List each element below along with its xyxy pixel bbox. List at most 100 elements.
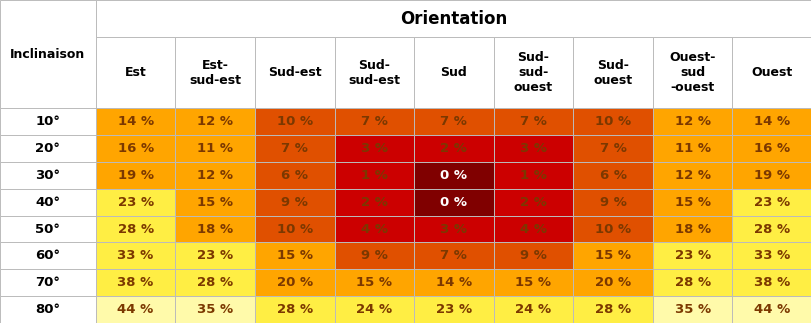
Text: 3 %: 3 % (360, 142, 388, 155)
Text: 12 %: 12 % (674, 169, 710, 182)
Bar (0, 0, 96, 108)
Bar (732, 216, 811, 243)
Bar (334, 162, 414, 189)
Bar (175, 216, 255, 243)
Text: 11 %: 11 % (197, 142, 233, 155)
Text: 15 %: 15 % (356, 276, 392, 289)
Bar (334, 269, 414, 296)
Text: 1 %: 1 % (519, 169, 547, 182)
Bar (0, 189, 96, 216)
Text: 14 %: 14 % (118, 115, 153, 128)
Bar (334, 243, 414, 269)
Text: 10°: 10° (36, 115, 60, 128)
Bar (414, 216, 493, 243)
Text: 12 %: 12 % (674, 115, 710, 128)
Text: 44 %: 44 % (118, 303, 153, 316)
Bar (652, 269, 732, 296)
Text: 38 %: 38 % (753, 276, 789, 289)
Bar (493, 108, 573, 135)
Bar (414, 162, 493, 189)
Text: Orientation: Orientation (400, 10, 507, 27)
Bar (96, 108, 175, 135)
Bar (414, 269, 493, 296)
Text: 7 %: 7 % (360, 115, 388, 128)
Text: 23 %: 23 % (674, 249, 710, 262)
Text: 10 %: 10 % (277, 115, 312, 128)
Bar (0, 162, 96, 189)
Text: 15 %: 15 % (277, 249, 312, 262)
Text: 23 %: 23 % (197, 249, 233, 262)
Text: 70°: 70° (36, 276, 60, 289)
Text: 28 %: 28 % (594, 303, 630, 316)
Bar (493, 162, 573, 189)
Bar (334, 189, 414, 216)
Text: 23 %: 23 % (753, 196, 789, 209)
Bar (175, 135, 255, 162)
Text: 19 %: 19 % (753, 169, 789, 182)
Text: Est-
sud-est: Est- sud-est (189, 59, 241, 87)
Text: 28 %: 28 % (118, 223, 153, 235)
Text: 2 %: 2 % (519, 196, 547, 209)
Text: 3 %: 3 % (440, 223, 467, 235)
Text: 7 %: 7 % (440, 249, 467, 262)
Bar (255, 243, 334, 269)
Bar (175, 37, 255, 108)
Text: 10 %: 10 % (594, 223, 630, 235)
Bar (573, 162, 652, 189)
Text: 3 %: 3 % (519, 142, 547, 155)
Bar (652, 162, 732, 189)
Bar (652, 108, 732, 135)
Bar (0, 296, 96, 323)
Bar (175, 269, 255, 296)
Bar (255, 37, 334, 108)
Text: 24 %: 24 % (356, 303, 392, 316)
Text: 14 %: 14 % (753, 115, 789, 128)
Text: 12 %: 12 % (197, 115, 233, 128)
Text: 28 %: 28 % (753, 223, 789, 235)
Bar (493, 135, 573, 162)
Text: 2 %: 2 % (360, 196, 388, 209)
Bar (0, 216, 96, 243)
Bar (334, 296, 414, 323)
Text: 9 %: 9 % (519, 249, 547, 262)
Text: Sud-est: Sud-est (268, 66, 321, 79)
Bar (493, 269, 573, 296)
Bar (414, 135, 493, 162)
Bar (414, 189, 493, 216)
Text: 7 %: 7 % (440, 115, 467, 128)
Bar (414, 296, 493, 323)
Text: 44 %: 44 % (753, 303, 789, 316)
Text: Sud-
ouest: Sud- ouest (593, 59, 632, 87)
Text: 14 %: 14 % (436, 276, 471, 289)
Text: 12 %: 12 % (197, 169, 233, 182)
Text: Sud-
sud-
ouest: Sud- sud- ouest (513, 51, 552, 94)
Text: 40°: 40° (36, 196, 60, 209)
Text: Sud-
sud-est: Sud- sud-est (348, 59, 400, 87)
Bar (96, 216, 175, 243)
Bar (96, 243, 175, 269)
Text: Ouest: Ouest (751, 66, 792, 79)
Bar (732, 162, 811, 189)
Bar (334, 135, 414, 162)
Bar (493, 37, 573, 108)
Text: 38 %: 38 % (118, 276, 153, 289)
Bar (175, 296, 255, 323)
Text: 16 %: 16 % (118, 142, 153, 155)
Bar (255, 269, 334, 296)
Text: 9 %: 9 % (281, 196, 308, 209)
Text: 24 %: 24 % (515, 303, 551, 316)
Bar (732, 108, 811, 135)
Bar (96, 0, 811, 37)
Bar (414, 243, 493, 269)
Bar (652, 37, 732, 108)
Text: 33 %: 33 % (753, 249, 789, 262)
Text: 10 %: 10 % (594, 115, 630, 128)
Text: 4 %: 4 % (360, 223, 388, 235)
Bar (0, 135, 96, 162)
Bar (414, 37, 493, 108)
Text: 6 %: 6 % (281, 169, 308, 182)
Bar (573, 216, 652, 243)
Text: 16 %: 16 % (753, 142, 789, 155)
Text: 30°: 30° (36, 169, 60, 182)
Bar (175, 162, 255, 189)
